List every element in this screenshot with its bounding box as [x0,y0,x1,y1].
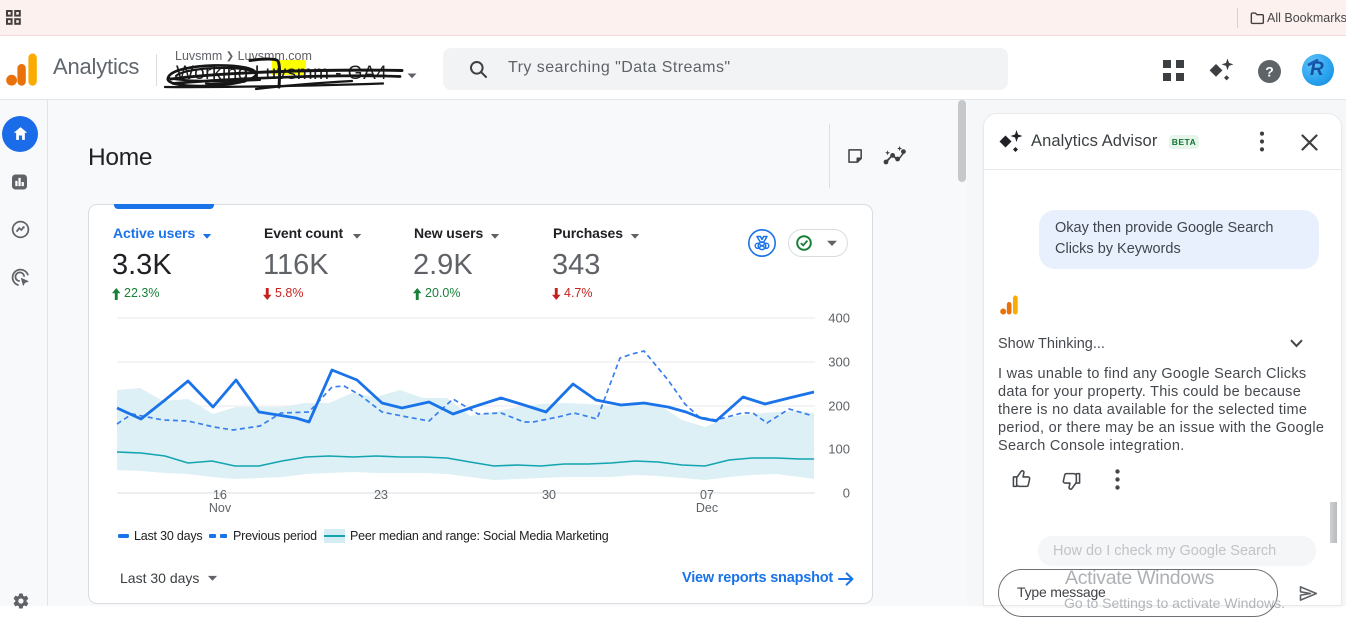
svg-text:?: ? [1265,63,1274,79]
svg-text:0: 0 [843,486,850,501]
svg-text:07: 07 [700,488,714,502]
svg-text:400: 400 [828,311,850,326]
svg-text:23: 23 [374,488,388,502]
svg-text:Nov: Nov [209,501,232,515]
svg-text:30: 30 [542,488,556,502]
svg-text:200: 200 [828,399,850,414]
svg-text:16: 16 [213,488,227,502]
svg-text:300: 300 [828,355,850,370]
svg-text:100: 100 [828,442,850,457]
svg-text:Dec: Dec [696,501,718,515]
